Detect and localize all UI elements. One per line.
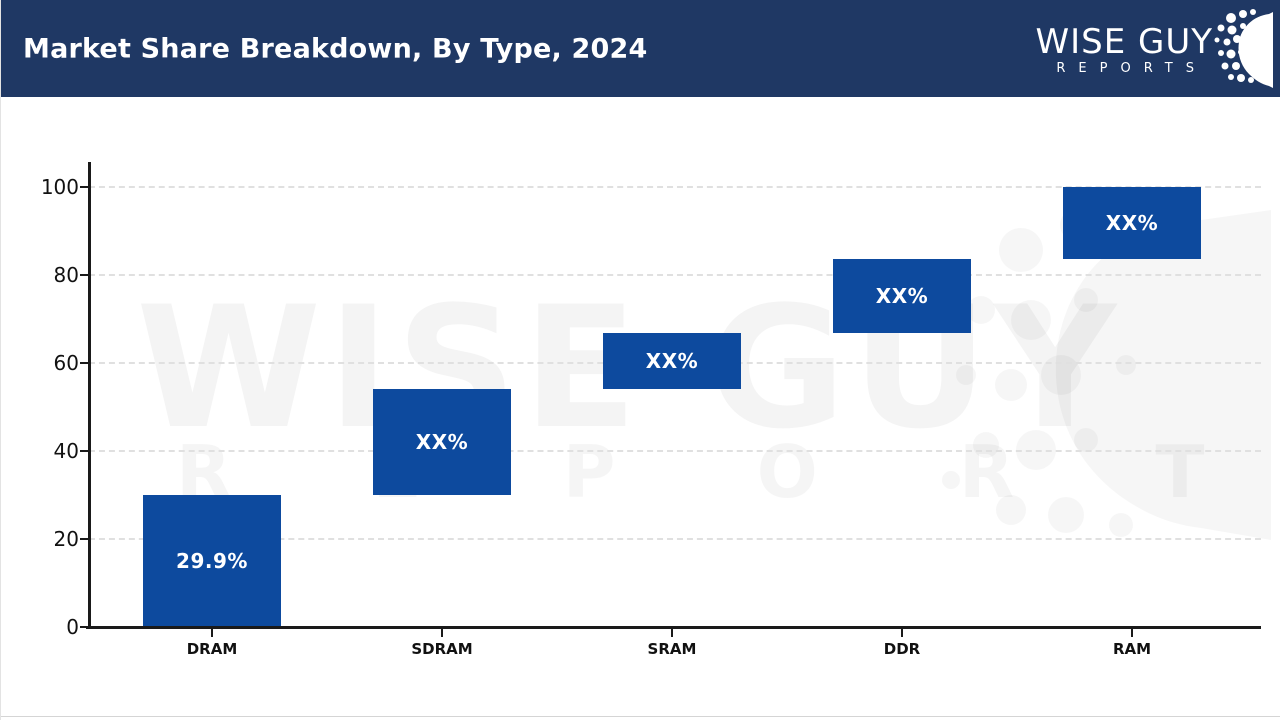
y-tick-mark <box>80 186 89 188</box>
x-axis-line <box>86 626 1261 629</box>
y-tick-mark <box>80 362 89 364</box>
bar-DDR: XX% <box>833 258 971 333</box>
x-tick-mark <box>671 629 673 637</box>
gridline <box>89 274 1261 276</box>
y-tick-label: 40 <box>53 439 79 463</box>
x-tick-label-DRAM: DRAM <box>186 640 238 658</box>
x-tick-mark <box>211 629 213 637</box>
logo-subtext: REPORTS <box>1056 61 1207 76</box>
y-tick-label: 60 <box>53 351 79 375</box>
y-tick-mark <box>80 274 89 276</box>
bar-value-label: XX% <box>645 348 699 373</box>
x-tick-mark <box>441 629 443 637</box>
face-profile-icon <box>1214 9 1273 88</box>
bar-value-label: XX% <box>875 283 929 308</box>
gridline <box>89 186 1261 188</box>
bar-SDRAM: XX% <box>373 388 511 496</box>
header-band: Market Share Breakdown, By Type, 2024 WI… <box>1 0 1280 97</box>
y-tick-label: 20 <box>53 527 79 551</box>
bar-value-label: XX% <box>1105 210 1159 235</box>
y-tick-mark <box>80 626 89 628</box>
y-tick-mark <box>80 450 89 452</box>
bar-SRAM: XX% <box>603 332 741 389</box>
y-axis-spine <box>88 162 91 629</box>
x-tick-mark <box>901 629 903 637</box>
bar-value-label: XX% <box>415 430 469 455</box>
chart-title: Market Share Breakdown, By Type, 2024 <box>23 33 648 64</box>
y-tick-label: 0 <box>66 615 79 639</box>
footer-divider <box>1 716 1280 717</box>
y-tick-label: 100 <box>40 175 79 199</box>
gridline <box>89 538 1261 540</box>
wise-guy-reports-logo: WISE GUY REPORTS <box>1035 0 1273 97</box>
bar-value-label: 29.9% <box>176 549 248 574</box>
bar-DRAM: 29.9% <box>143 495 281 627</box>
y-tick-mark <box>80 538 89 540</box>
watermark-subtext: R E P O R T S <box>176 430 1280 514</box>
x-tick-label-SDRAM: SDRAM <box>411 640 473 658</box>
gridline <box>89 450 1261 452</box>
logo-wordmark: WISE GUY <box>1035 22 1213 62</box>
x-tick-label-DDR: DDR <box>883 640 921 658</box>
x-tick-mark <box>1131 629 1133 637</box>
y-tick-label: 80 <box>53 263 79 287</box>
bar-RAM: XX% <box>1063 187 1201 259</box>
x-tick-label-RAM: RAM <box>1112 640 1152 658</box>
x-tick-label-SRAM: SRAM <box>647 640 697 658</box>
